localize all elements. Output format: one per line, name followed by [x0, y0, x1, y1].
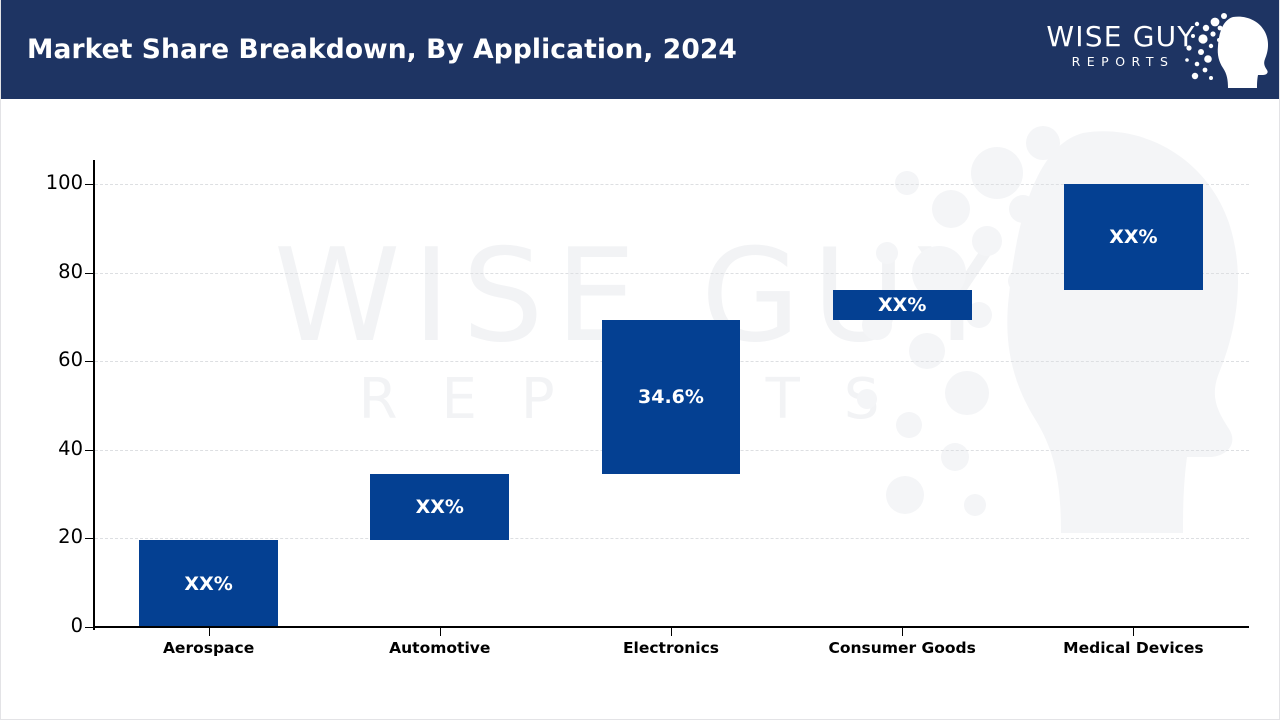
y-tick-label: 0	[70, 614, 83, 637]
bar-value-label: XX%	[184, 572, 233, 595]
y-tick-mark	[85, 449, 94, 451]
page-title: Market Share Breakdown, By Application, …	[27, 34, 737, 65]
bar-value-label: XX%	[415, 495, 464, 518]
x-tick-mark	[208, 628, 210, 636]
bar-aerospace[interactable]: XX%	[139, 540, 278, 627]
x-tick-label-aerospace: Aerospace	[162, 639, 255, 657]
y-tick-mark	[85, 361, 94, 363]
bar-medical-devices[interactable]: XX%	[1064, 184, 1203, 291]
bar-value-label: XX%	[878, 294, 927, 317]
y-axis-line	[93, 160, 95, 630]
x-axis-line	[93, 626, 1249, 628]
y-tick-label: 100	[45, 171, 83, 194]
y-tick-mark	[85, 272, 94, 274]
bar-value-label: 34.6%	[638, 386, 704, 409]
x-tick-label-electronics: Electronics	[622, 639, 720, 657]
x-tick-mark	[902, 628, 904, 636]
page-header: Market Share Breakdown, By Application, …	[1, 0, 1279, 99]
x-tick-mark	[671, 628, 672, 636]
x-tick-label-consumer-goods: Consumer Goods	[828, 639, 976, 657]
y-tick-label: 80	[58, 259, 83, 283]
wise-guy-head-logo-icon	[1185, 12, 1269, 88]
gridline	[95, 272, 1249, 274]
y-tick-label: 20	[58, 525, 83, 549]
gridline	[95, 538, 1249, 540]
y-tick-mark	[85, 184, 94, 185]
chart-plot-area: WISE GUY REPORTS	[1, 99, 1279, 719]
y-tick-label: 60	[58, 348, 83, 372]
brand-logo: WISE GUY REPORTS	[1023, 6, 1275, 94]
watermark-head-icon	[857, 126, 1238, 533]
gridline	[95, 184, 1249, 185]
y-tick-mark	[85, 538, 94, 540]
bar-value-label: XX%	[1109, 226, 1158, 249]
x-tick-label-medical-devices: Medical Devices	[1063, 639, 1204, 657]
x-tick-mark	[439, 628, 441, 636]
y-tick-label: 40	[58, 436, 83, 460]
bar-automotive[interactable]: XX%	[370, 473, 510, 541]
bar-electronics[interactable]: 34.6%	[601, 320, 741, 474]
x-tick-mark	[1133, 628, 1135, 636]
y-tick-mark	[85, 627, 94, 628]
x-tick-label-automotive: Automotive	[389, 639, 491, 657]
bar-consumer-goods[interactable]: XX%	[832, 290, 972, 321]
